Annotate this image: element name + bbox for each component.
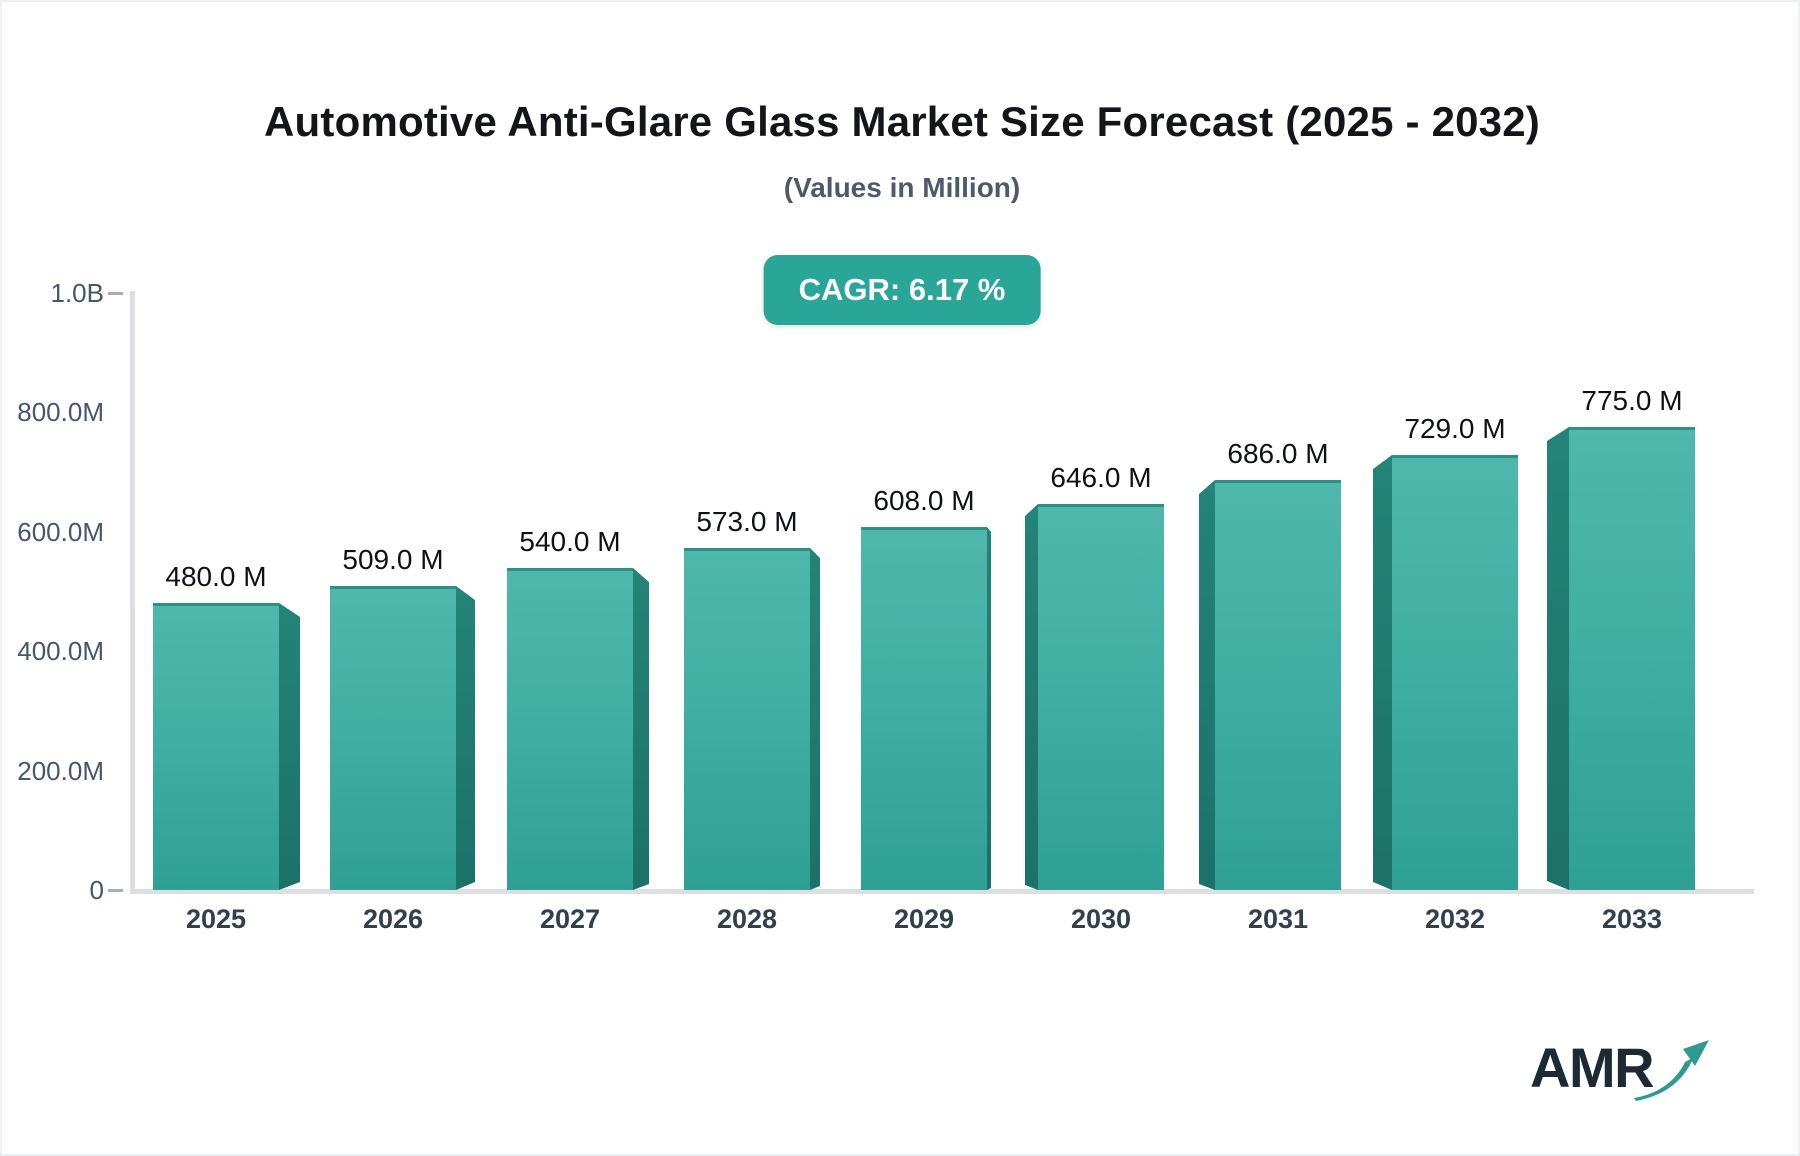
- chart-subtitle: (Values in Million): [783, 172, 1021, 203]
- bar-2032: [1392, 455, 1518, 890]
- x-tick-label-2026: 2026: [362, 904, 424, 934]
- y-axis-line: [130, 291, 135, 892]
- bar-3d-side-2033: [1547, 427, 1569, 890]
- chart-title: Automotive Anti-Glare Glass Market Size …: [264, 98, 1540, 145]
- bar-3d-side-2026: [456, 586, 475, 890]
- bar-value-label-2032: 729.0 M: [1404, 413, 1506, 444]
- x-tick-label-2027: 2027: [539, 904, 601, 934]
- x-tick-label-2029: 2029: [893, 904, 955, 934]
- y-tick-dash: [108, 292, 123, 295]
- bar-value-label-2033: 775.0 M: [1581, 385, 1683, 416]
- bar-3d-side-2028: [810, 548, 820, 890]
- bar-3d-side-2027: [633, 568, 649, 890]
- x-tick-label-2033: 2033: [1601, 904, 1663, 934]
- bar-2029: [861, 527, 987, 890]
- y-tick-label-800.0M: 800.0M: [17, 397, 104, 428]
- x-axis-line: [130, 889, 1754, 894]
- bar-2031: [1215, 480, 1341, 890]
- y-tick-label-200.0M: 200.0M: [17, 755, 104, 786]
- bar-2030: [1038, 504, 1164, 890]
- bar-value-label-2026: 509.0 M: [342, 544, 444, 575]
- bar-2028: [684, 548, 810, 890]
- bar-3d-side-2030: [1025, 504, 1038, 890]
- bar-2025: [153, 603, 279, 890]
- bar-value-label-2030: 646.0 M: [1050, 462, 1152, 493]
- bar-3d-side-2031: [1199, 480, 1215, 890]
- bar-3d-side-2025: [279, 603, 300, 890]
- bar-value-label-2027: 540.0 M: [519, 526, 621, 557]
- cagr-badge: CAGR: 6.17 %: [763, 255, 1041, 325]
- bar-value-label-2025: 480.0 M: [165, 561, 267, 592]
- y-tick-label-600.0M: 600.0M: [17, 516, 104, 547]
- y-tick-label-400.0M: 400.0M: [17, 636, 104, 667]
- y-tick-label-0: 0: [89, 875, 104, 905]
- x-tick-label-2025: 2025: [185, 904, 247, 934]
- bar-2033: [1569, 427, 1695, 890]
- bar-2027: [507, 568, 633, 890]
- bar-value-label-2029: 608.0 M: [873, 485, 975, 516]
- y-tick-label-1.0B: 1.0B: [50, 278, 105, 308]
- bar-value-label-2031: 686.0 M: [1227, 438, 1329, 469]
- x-tick-label-2032: 2032: [1424, 904, 1486, 934]
- amr-logo-text: AMR: [1530, 1036, 1655, 1099]
- x-tick-label-2030: 2030: [1070, 904, 1132, 934]
- bar-3d-side-2032: [1373, 455, 1392, 890]
- bar-value-label-2028: 573.0 M: [696, 506, 798, 537]
- y-tick-dash: [108, 889, 123, 892]
- x-tick-label-2031: 2031: [1247, 904, 1309, 934]
- bar-3d-side-2029: [987, 527, 991, 890]
- amr-logo: AMR: [1530, 1036, 1720, 1112]
- x-tick-label-2028: 2028: [716, 904, 778, 934]
- growth-arrow-icon: [1634, 1040, 1709, 1101]
- bar-2026: [330, 586, 456, 890]
